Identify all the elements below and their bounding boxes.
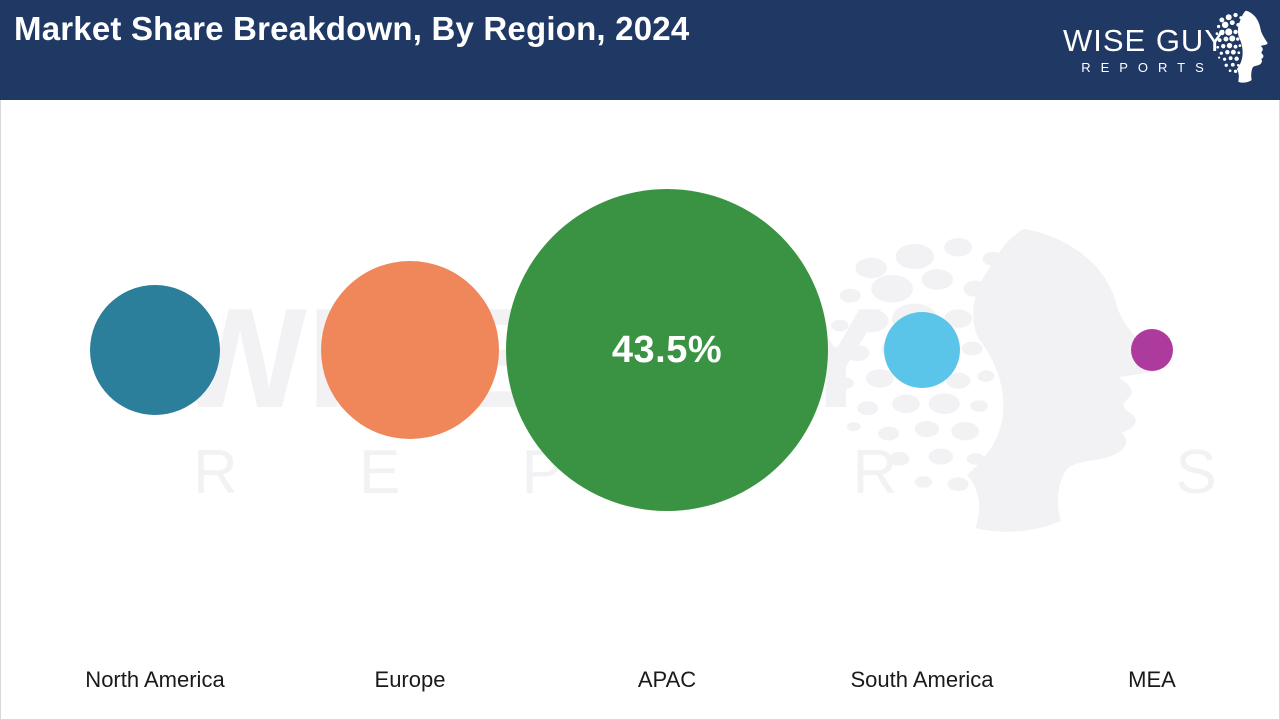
bubble-value-label: 43.5% — [611, 328, 723, 371]
logo-subtext: REPORTS — [1081, 60, 1214, 76]
logo-text: WISE GUY REPORTS — [1062, 22, 1226, 76]
chart-area: WISE GUY R E P O R T S 43.5% North Ameri… — [0, 100, 1280, 720]
category-labels: North America Europe APAC South America MEA — [1, 100, 1279, 719]
category-label-south-america: South America — [850, 667, 994, 692]
header-bar: Market Share Breakdown, By Region, 2024 … — [0, 0, 1280, 100]
bubble-north-america[interactable] — [90, 285, 220, 415]
logo-wordmark: WISE GUY — [1062, 22, 1226, 58]
bubble-south-america[interactable] — [884, 312, 960, 388]
wise-guy-logo: WISE GUY REPORTS — [1063, 6, 1270, 94]
bubble-mea[interactable] — [1131, 329, 1173, 371]
category-label-mea: MEA — [1128, 667, 1176, 692]
page-title: Market Share Breakdown, By Region, 2024 — [14, 10, 690, 47]
bubble-chart: 43.5% — [1, 100, 1279, 719]
category-label-europe: Europe — [374, 667, 446, 692]
category-label-apac: APAC — [637, 667, 697, 692]
category-label-north-america: North America — [85, 667, 225, 692]
bubble-apac[interactable]: 43.5% — [506, 189, 828, 511]
bubble-europe[interactable] — [321, 261, 499, 439]
